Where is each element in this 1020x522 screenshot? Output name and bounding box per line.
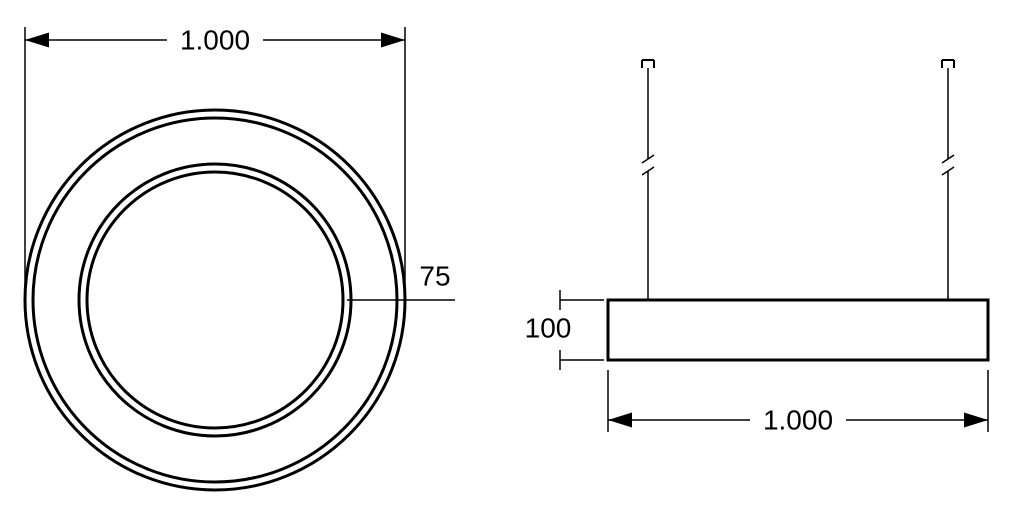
technical-drawing: 1.000 75 1.000 100 bbox=[0, 0, 1020, 522]
plan-diameter-label: 1.000 bbox=[180, 24, 250, 55]
side-height-label: 100 bbox=[525, 312, 572, 343]
plan-ring-width-label: 75 bbox=[419, 260, 450, 291]
plan-view bbox=[25, 24, 455, 490]
side-width-label: 1.000 bbox=[763, 404, 833, 435]
side-view bbox=[560, 60, 988, 436]
